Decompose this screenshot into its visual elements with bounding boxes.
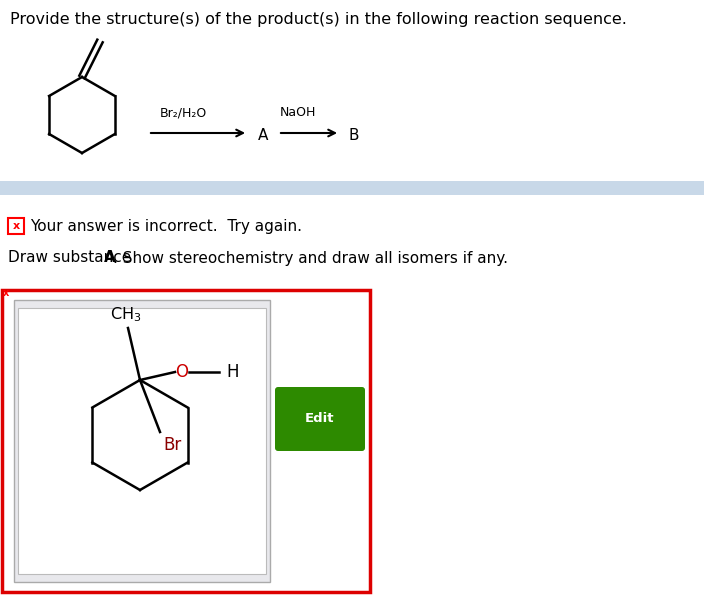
Text: O: O [175, 363, 189, 381]
Bar [0, 181, 704, 195]
FancyBboxPatch shape [275, 387, 365, 451]
Text: Br₂/H₂O: Br₂/H₂O [160, 106, 207, 119]
Text: x: x [3, 288, 9, 298]
Text: Draw substance: Draw substance [8, 251, 136, 265]
Text: Br: Br [163, 436, 181, 454]
Text: Your answer is incorrect.  Try again.: Your answer is incorrect. Try again. [30, 218, 302, 233]
Text: . Show stereochemistry and draw all isomers if any.: . Show stereochemistry and draw all isom… [113, 251, 508, 265]
Text: H: H [226, 363, 239, 381]
Text: NaOH: NaOH [280, 106, 316, 119]
Bar [18, 308, 266, 574]
Text: Provide the structure(s) of the product(s) in the following reaction sequence.: Provide the structure(s) of the product(… [10, 12, 627, 27]
Text: x: x [13, 221, 20, 231]
Text: A: A [258, 128, 268, 143]
Bar [2, 290, 370, 592]
Bar [8, 218, 24, 234]
Text: CH$_3$: CH$_3$ [111, 305, 142, 324]
Text: B: B [348, 128, 358, 143]
Text: Edit: Edit [306, 413, 334, 425]
Bar [14, 300, 270, 582]
Text: A: A [104, 251, 115, 265]
